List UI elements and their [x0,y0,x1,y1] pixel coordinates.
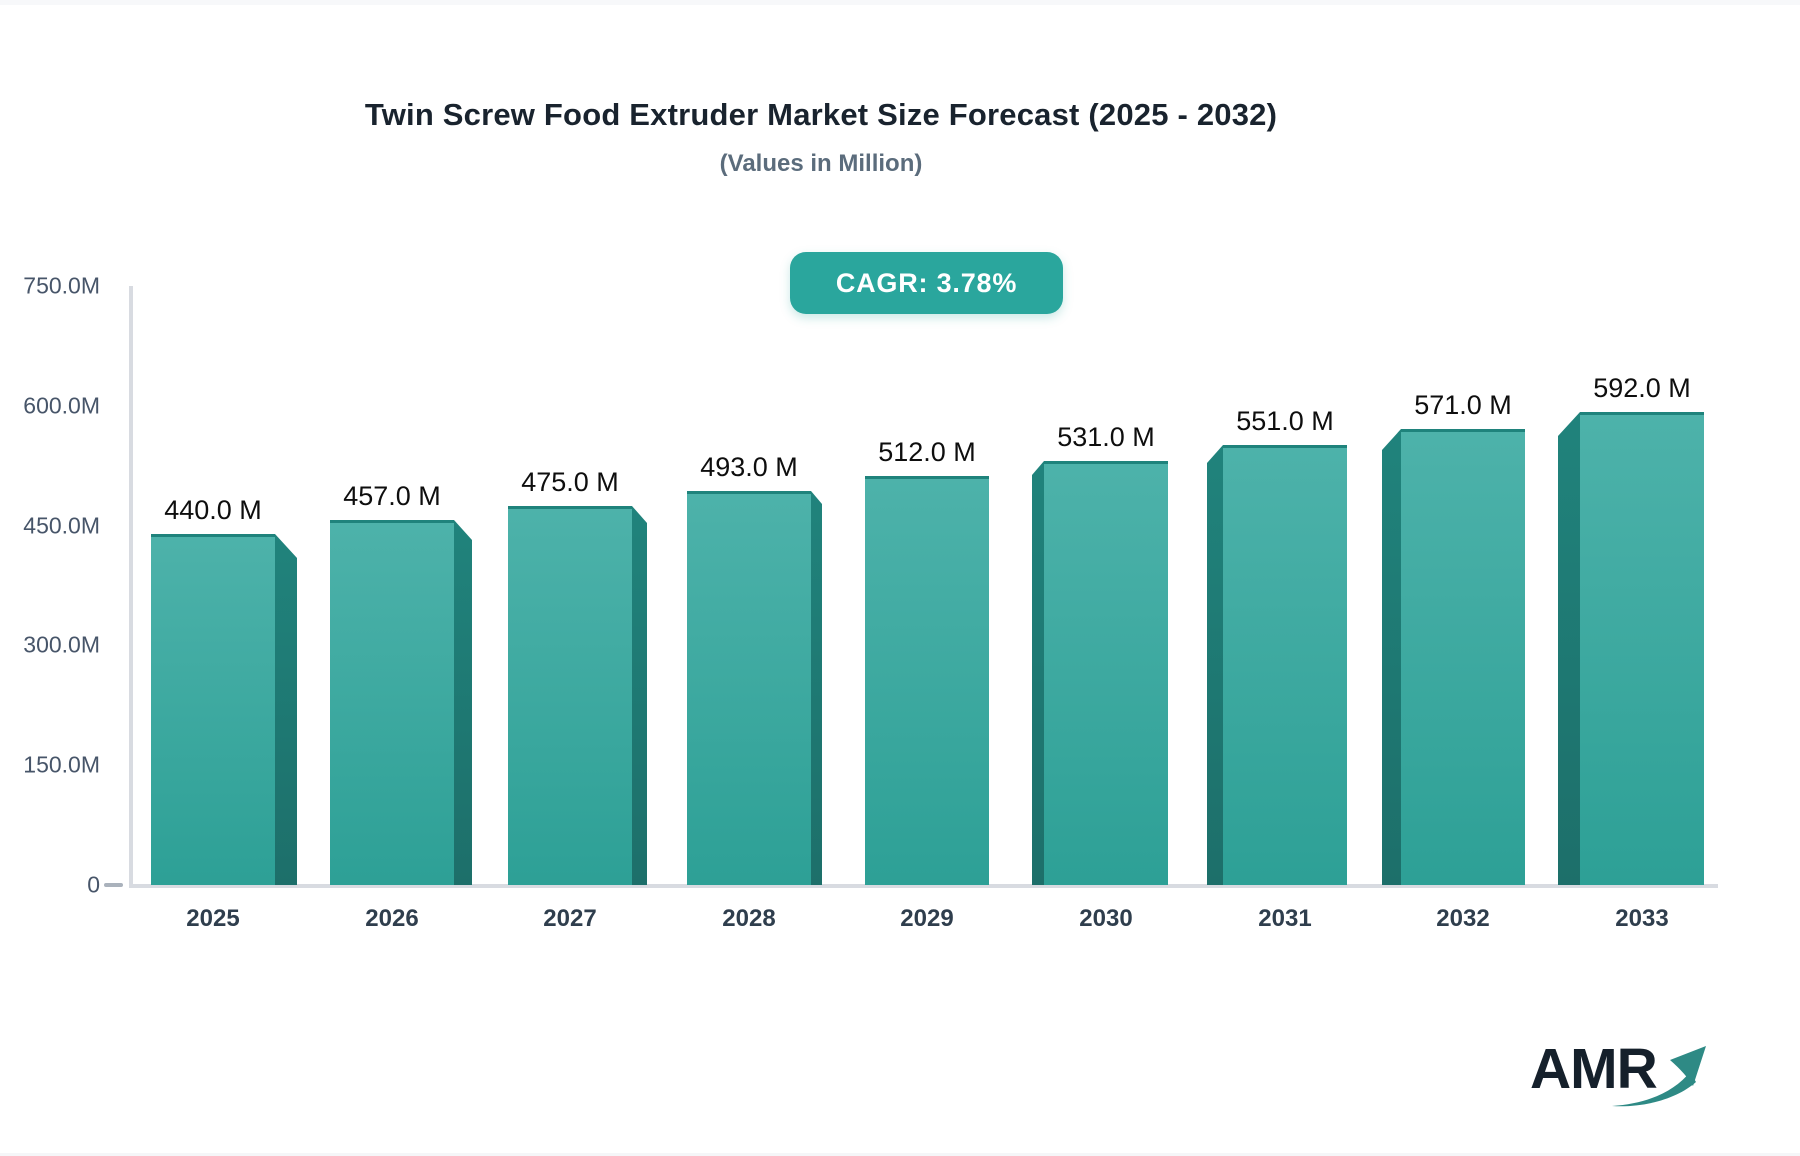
bar-2032 [1382,429,1525,885]
x-axis-year-label: 2027 [543,905,597,932]
bar-front-face [1401,429,1525,885]
x-axis-year-label: 2029 [900,905,954,932]
bar-front-face [687,491,811,885]
y-axis-tick-label: 600.0M [23,392,100,419]
bar-front-face [508,506,632,885]
x-axis-line [129,884,1718,888]
cagr-badge-label: CAGR: 3.78% [835,267,1018,298]
x-axis-year-label: 2032 [1436,905,1490,932]
bar-2029 [865,476,989,885]
bar-value-label: 551.0 M [1236,406,1334,436]
x-axis-year-label: 2028 [722,905,776,932]
bar-front-face [1580,412,1704,885]
bar-side-face [632,506,647,885]
bar-2028 [687,491,822,885]
y-axis-tick-label: 750.0M [23,272,100,299]
y-axis-tick-label: 450.0M [23,512,100,539]
x-axis-year-label: 2031 [1258,905,1312,932]
bar-value-label: 457.0 M [343,481,441,511]
bar-side-face [1382,429,1401,885]
bar-value-label: 493.0 M [700,452,798,482]
bar-front-face [330,520,454,885]
bar-front-face [1044,461,1168,885]
y-axis-tick-label: 0 [87,871,100,898]
bar-side-face [275,534,297,885]
chart-subtitle: (Values in Million) [719,150,923,177]
bar-value-label: 571.0 M [1414,390,1512,420]
bottom-border-strip [0,1153,1800,1156]
chart-title: Twin Screw Food Extruder Market Size For… [364,97,1278,132]
x-axis-year-label: 2033 [1615,905,1669,932]
y-axis-tick-label: 150.0M [23,751,100,778]
chart-header: Twin Screw Food Extruder Market Size For… [0,97,1642,178]
bar-2031 [1207,445,1347,885]
bar-value-label: 475.0 M [521,467,619,497]
amr-logo-text: AMR [1530,1037,1658,1101]
bar-value-label: 592.0 M [1593,373,1691,403]
x-axis-year-label: 2026 [365,905,419,932]
bar-front-face [1223,445,1347,885]
bar-side-face [811,491,822,885]
x-axis-year-label: 2030 [1079,905,1133,932]
bar-front-face [151,534,275,885]
bar-2033 [1558,412,1704,885]
amr-logo: AMR [1530,1036,1730,1126]
top-border-strip [0,0,1800,5]
bar-side-face [1032,461,1044,885]
bar-2027 [508,506,647,885]
y-axis-zero-tick [104,883,123,887]
y-axis-line [129,286,133,886]
bar-value-label: 440.0 M [164,495,262,525]
cagr-badge: CAGR: 3.78% [790,252,1063,314]
bar-side-face [1207,445,1223,885]
bar-2026 [330,520,472,885]
bar-2030 [1032,461,1168,885]
bar-front-face [865,476,989,885]
bar-side-face [454,520,472,885]
bar-value-label: 531.0 M [1057,422,1155,452]
bar-value-label: 512.0 M [878,437,976,467]
x-axis-year-label: 2025 [186,905,240,932]
bar-side-face [1558,412,1580,885]
y-axis-tick-label: 300.0M [23,631,100,658]
growth-arrow-icon [1612,1046,1706,1107]
bar-2025 [151,534,297,885]
